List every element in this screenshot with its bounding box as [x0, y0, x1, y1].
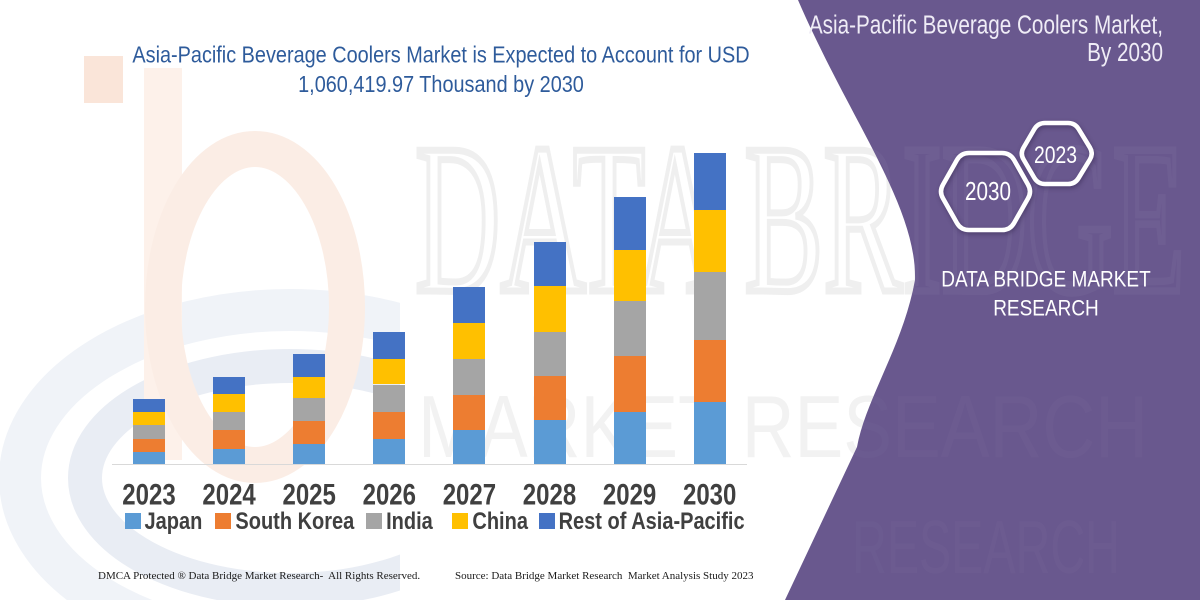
svg-text:MARKET RESEARCH: MARKET RESEARCH: [418, 377, 1148, 476]
svg-text:RESEARCH: RESEARCH: [852, 505, 1120, 589]
svg-text:2030: 2030: [965, 176, 1011, 206]
svg-text:2023: 2023: [1034, 142, 1077, 169]
